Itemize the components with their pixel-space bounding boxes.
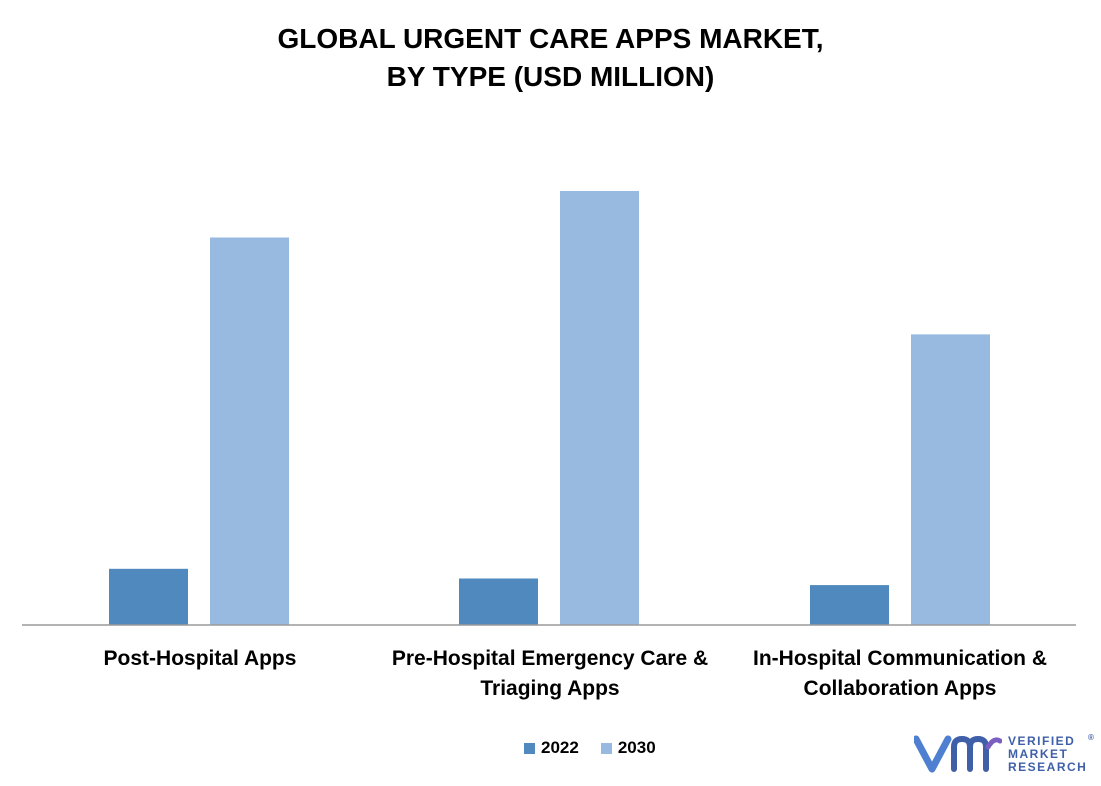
bar-2022-0 xyxy=(109,568,188,625)
bar-2030-0 xyxy=(210,237,289,625)
legend-swatch-2022 xyxy=(524,742,535,754)
legend-label-2022: 2022 xyxy=(541,738,579,757)
category-label-line: Triaging Apps xyxy=(480,677,620,700)
category-label-line: Post-Hospital Apps xyxy=(103,647,297,670)
bars-group xyxy=(109,191,990,625)
category-label-line: In-Hospital Communication & xyxy=(753,647,1047,670)
chart-title-line-1: GLOBAL URGENT CARE APPS MARKET, xyxy=(277,23,824,54)
category-label-in-hospital: In-Hospital Communication & Collaboratio… xyxy=(730,644,1070,704)
chart-title-line-2: BY TYPE (USD MILLION) xyxy=(386,61,715,92)
brand-logo-line-1: VERIFIED xyxy=(1008,733,1076,748)
brand-logo-text: VERIFIED MARKET RESEARCH ® xyxy=(1008,733,1094,774)
bar-2022-2 xyxy=(810,585,889,625)
brand-logo: VERIFIED MARKET RESEARCH ® xyxy=(914,733,1094,775)
legend-item-2030: 2030 xyxy=(600,738,656,758)
legend-swatch-2030 xyxy=(600,742,612,754)
bar-2030-2 xyxy=(911,334,990,625)
brand-logo-line-2: MARKET xyxy=(1008,746,1069,761)
chart-title: GLOBAL URGENT CARE APPS MARKET, BY TYPE … xyxy=(0,20,1101,96)
legend-item-2022: 2022 xyxy=(524,738,579,758)
category-label-line: Pre-Hospital Emergency Care & xyxy=(391,647,709,670)
category-label-post-hospital: Post-Hospital Apps xyxy=(50,644,350,674)
brand-logo-line-3: RESEARCH xyxy=(1008,759,1088,774)
legend-label-2030: 2030 xyxy=(617,738,656,757)
category-label-line: Collaboration Apps xyxy=(803,677,997,700)
bar-2022-1 xyxy=(459,578,538,625)
registered-mark: ® xyxy=(1087,732,1096,742)
vmr-logo-icon xyxy=(914,735,1002,773)
chart-legend: 2022 2030 xyxy=(524,738,656,758)
category-label-pre-hospital: Pre-Hospital Emergency Care & Triaging A… xyxy=(378,644,722,704)
bar-2030-1 xyxy=(560,191,639,625)
